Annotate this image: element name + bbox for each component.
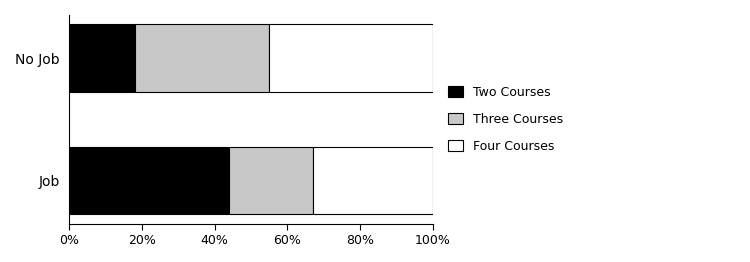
Bar xyxy=(69,147,230,214)
Legend: Two Courses, Three Courses, Four Courses: Two Courses, Three Courses, Four Courses xyxy=(442,81,568,157)
Bar xyxy=(313,147,433,214)
Bar xyxy=(69,24,135,92)
Bar xyxy=(269,24,433,92)
Bar xyxy=(230,147,313,214)
Bar xyxy=(135,24,269,92)
